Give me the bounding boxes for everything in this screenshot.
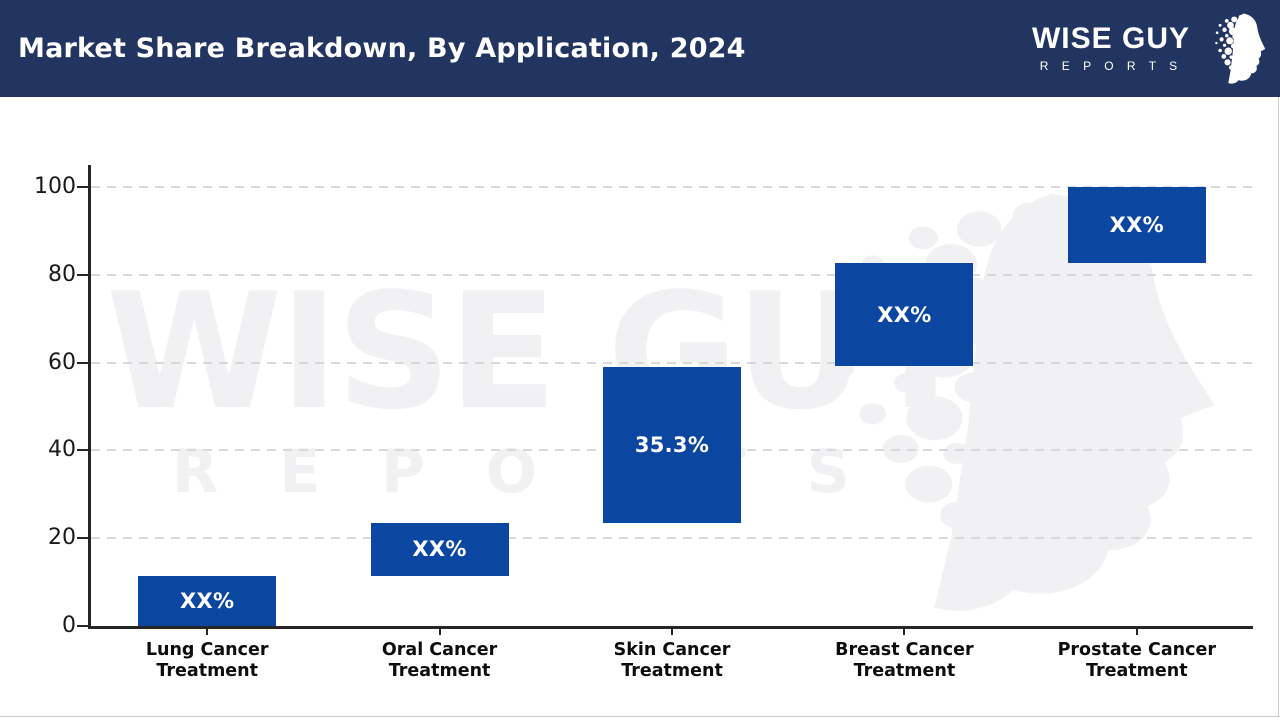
y-tick-label-40: 40 xyxy=(48,437,76,463)
bar-value-label-prostate-cancer-treatment: XX% xyxy=(1109,213,1164,238)
y-tick-label-60: 60 xyxy=(48,349,76,375)
y-tick-label-80: 80 xyxy=(48,261,76,287)
bar-prostate-cancer-treatment: XX% xyxy=(1067,187,1206,264)
plot-area: XX% XX% 35.3% XX% XX% xyxy=(88,165,1253,629)
x-axis-label-skin-cancer-treatment: Skin Cancer Treatment xyxy=(613,640,731,681)
bar-value-label-lung-cancer-treatment: XX% xyxy=(180,588,235,613)
logo-text: WISE GUY R E P O R T S xyxy=(1031,22,1190,74)
gridline-60 xyxy=(91,361,1253,364)
gridline-100 xyxy=(91,186,1253,188)
x-tick-breast-cancer-treatment xyxy=(903,629,906,635)
x-axis-label-breast-cancer-treatment: Breast Cancer Treatment xyxy=(835,640,974,681)
y-tick-label-100: 100 xyxy=(34,174,76,199)
header-bar: Market Share Breakdown, By Application, … xyxy=(0,0,1280,97)
x-axis-label-oral-cancer-treatment: Oral Cancer Treatment xyxy=(381,640,498,681)
logo-subtext: R E P O R T S xyxy=(1039,59,1183,73)
x-tick-skin-cancer-treatment xyxy=(671,629,673,635)
bar-skin-cancer-treatment: 35.3% xyxy=(603,367,741,524)
y-tick-80 xyxy=(77,273,88,276)
x-tick-prostate-cancer-treatment xyxy=(1135,629,1138,635)
logo-face-icon xyxy=(1215,12,1266,84)
y-tick-60 xyxy=(77,361,88,364)
y-tick-100 xyxy=(77,186,88,188)
y-tick-label-20: 20 xyxy=(48,525,76,551)
right-border-line xyxy=(1278,97,1279,717)
bar-value-label-breast-cancer-treatment: XX% xyxy=(877,302,932,327)
x-axis-label-lung-cancer-treatment: Lung Cancer Treatment xyxy=(145,640,269,681)
bar-lung-cancer-treatment: XX% xyxy=(138,575,277,626)
bar-breast-cancer-treatment: XX% xyxy=(835,263,974,367)
chart-title: Market Share Breakdown, By Application, … xyxy=(18,33,746,64)
y-tick-40 xyxy=(77,449,88,452)
x-axis-label-prostate-cancer-treatment: Prostate Cancer Treatment xyxy=(1057,640,1216,681)
bottom-border-line xyxy=(0,716,1280,717)
x-tick-oral-cancer-treatment xyxy=(438,629,441,635)
logo-wordmark: WISE GUY xyxy=(1031,22,1190,55)
wise-guy-logo: WISE GUY R E P O R T S xyxy=(1032,7,1266,91)
gridline-20 xyxy=(91,537,1253,540)
y-tick-0 xyxy=(77,625,88,627)
y-tick-20 xyxy=(77,537,88,540)
bar-oral-cancer-treatment: XX% xyxy=(370,522,509,576)
bar-value-label-oral-cancer-treatment: XX% xyxy=(412,537,467,562)
x-tick-lung-cancer-treatment xyxy=(206,629,209,635)
bar-value-label-skin-cancer-treatment: 35.3% xyxy=(634,433,710,458)
y-tick-label-0: 0 xyxy=(62,613,76,638)
gridline-80 xyxy=(91,273,1253,276)
